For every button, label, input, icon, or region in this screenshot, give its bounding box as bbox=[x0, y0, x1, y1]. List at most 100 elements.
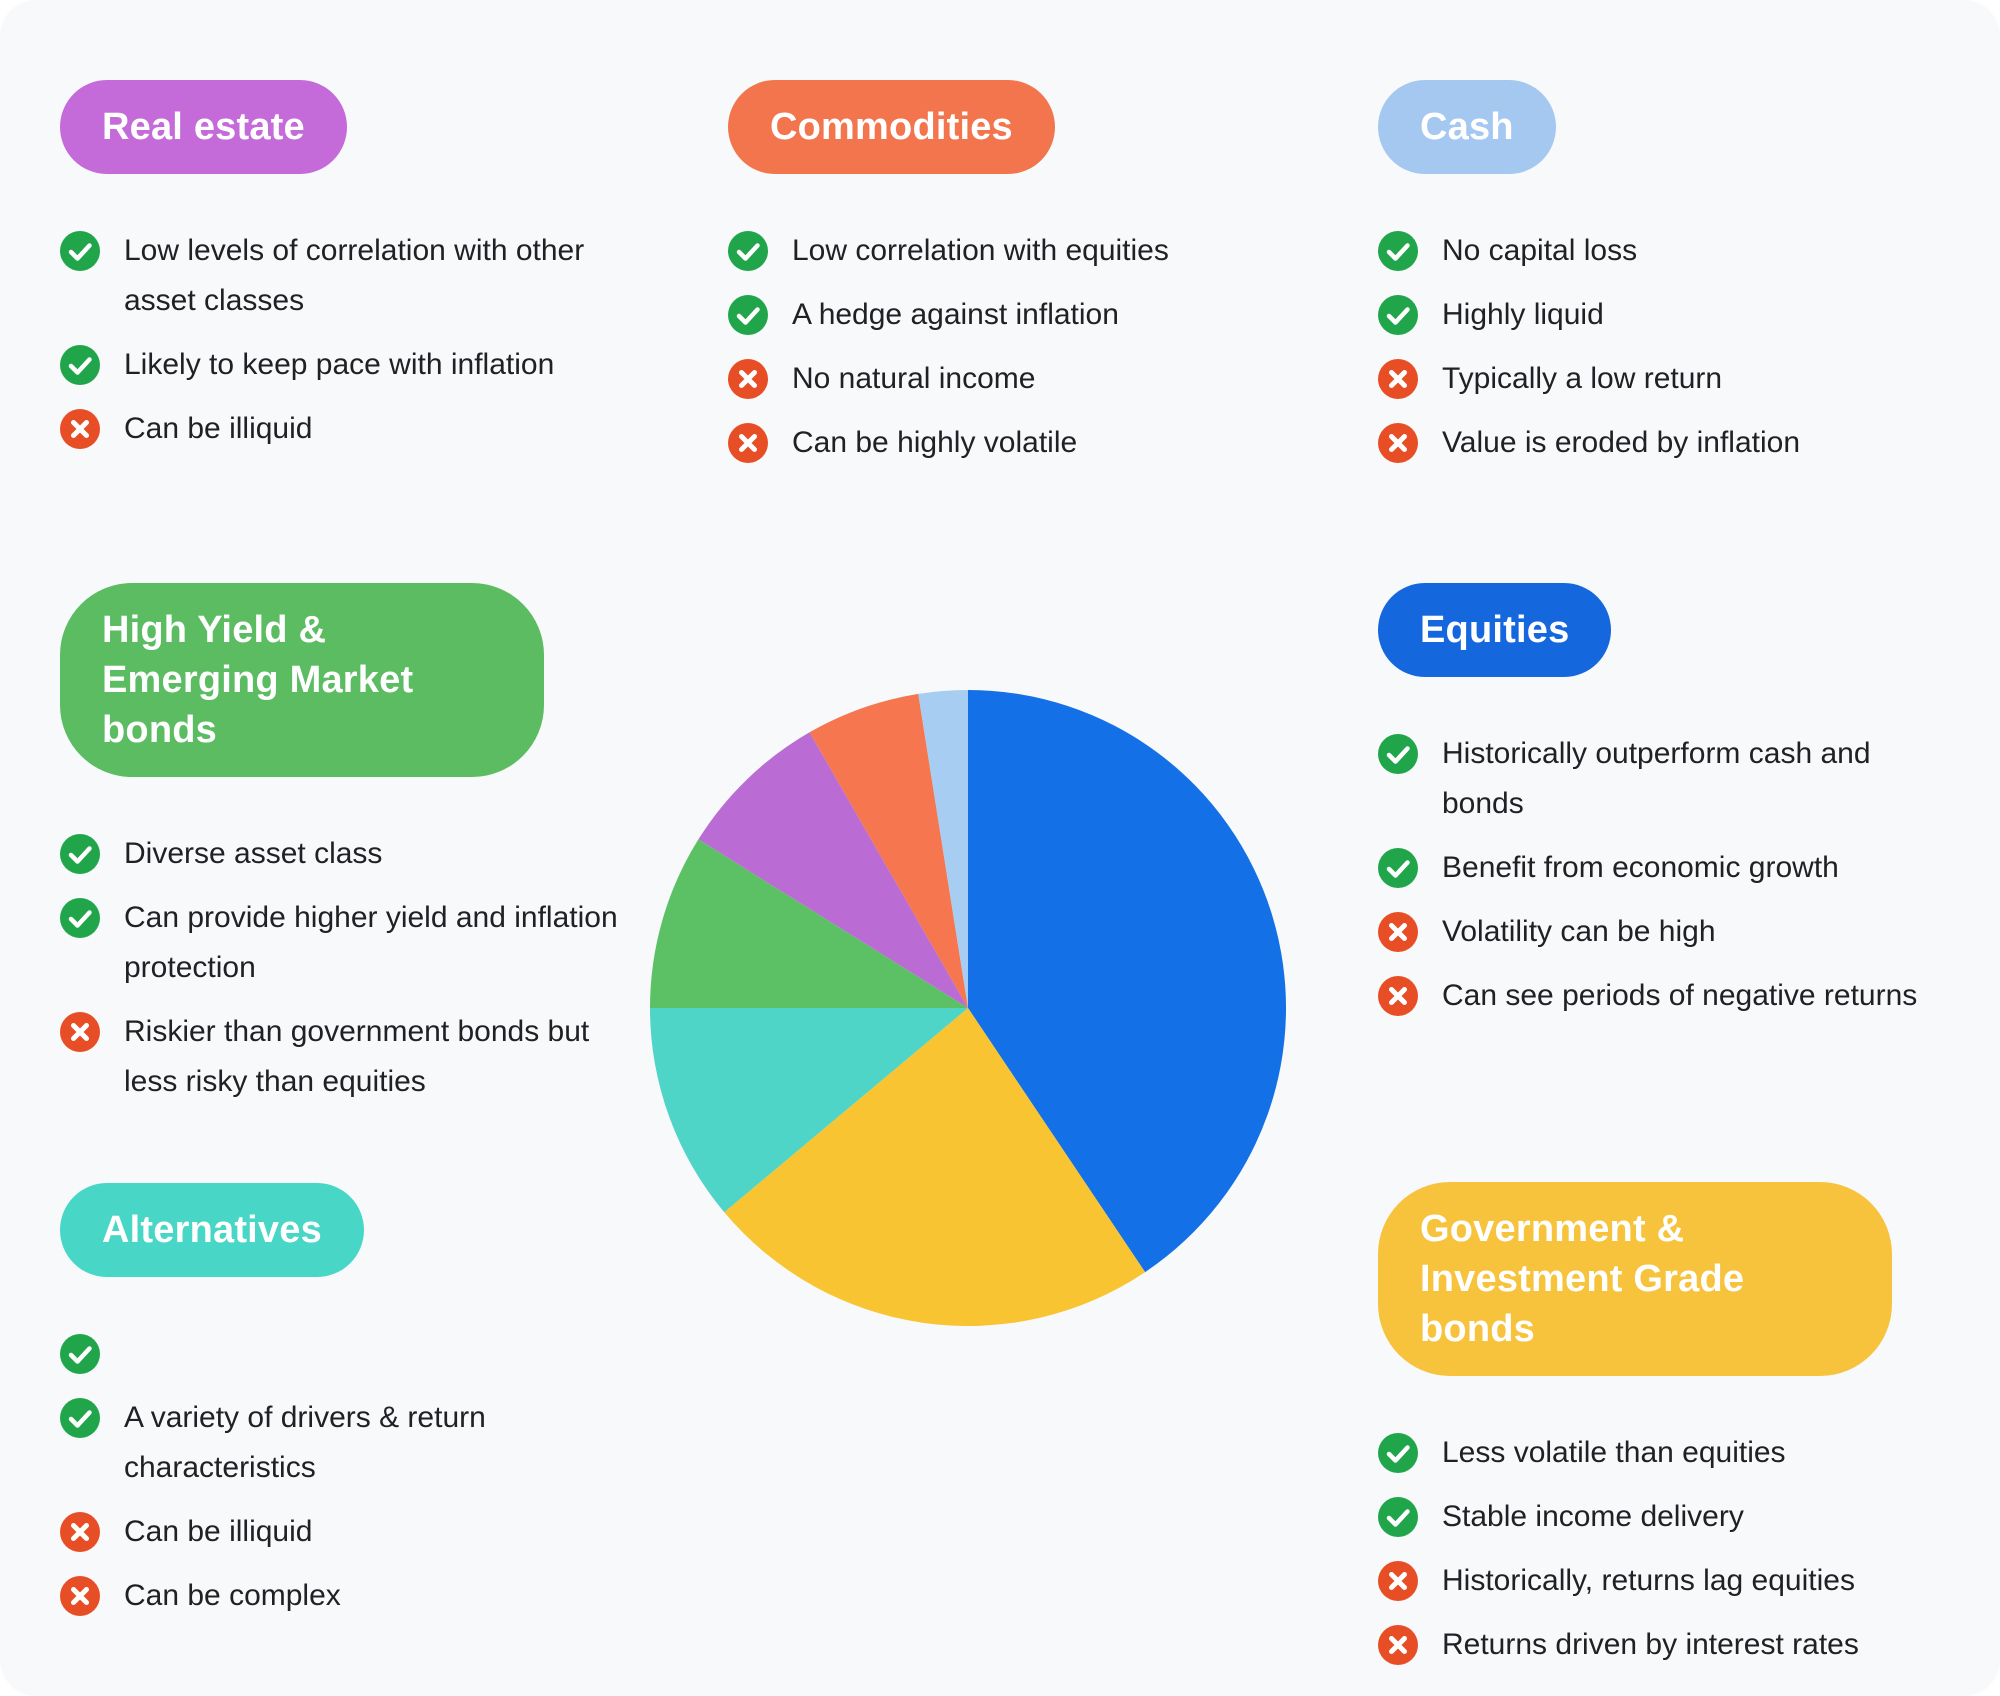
cross-icon bbox=[728, 359, 768, 399]
pie-slice-commodities bbox=[809, 693, 968, 1008]
list-item-text: No capital loss bbox=[1442, 234, 1638, 267]
list-item-text: Historically outperform cash and bonds bbox=[1442, 737, 1871, 820]
badge-gov-ig-bonds: Government & Investment Grade bonds bbox=[1378, 1182, 1892, 1376]
list-item-text: No natural income bbox=[792, 362, 1036, 395]
pie-slice-alternatives bbox=[650, 1008, 968, 1213]
list-gov-ig-bonds: Less volatile than equities Stable incom… bbox=[1378, 1428, 1942, 1670]
section-equities: Equities Historically outperform cash an… bbox=[1378, 583, 1942, 1035]
list-item-text: Low correlation with equities bbox=[792, 234, 1169, 267]
list-item: Can see periods of negative returns bbox=[1378, 971, 1942, 1021]
cross-icon bbox=[60, 409, 100, 449]
check-icon bbox=[1378, 734, 1418, 774]
list-item-text: Can be illiquid bbox=[124, 1515, 313, 1548]
list-item: Stable income delivery bbox=[1378, 1492, 1942, 1542]
list-item: Can be highly volatile bbox=[728, 418, 1248, 468]
list-item: Volatility can be high bbox=[1378, 907, 1942, 957]
list-item-text: Can see periods of negative returns bbox=[1442, 979, 1918, 1012]
check-icon bbox=[60, 231, 100, 271]
list-item: Likely to keep pace with inflation bbox=[60, 340, 624, 390]
list-item-text: Can be highly volatile bbox=[792, 426, 1078, 459]
section-high-yield-em-bonds: High Yield & Emerging Market bonds Diver… bbox=[60, 583, 624, 1121]
pie-chart bbox=[650, 690, 1287, 1327]
list-item: Benefit from economic growth bbox=[1378, 843, 1942, 893]
pie-slice-real-estate bbox=[698, 732, 968, 1008]
check-icon bbox=[1378, 848, 1418, 888]
list-item-text: Diverse asset class bbox=[124, 837, 383, 870]
list-item: Highly liquid bbox=[1378, 290, 1942, 340]
cross-icon bbox=[1378, 912, 1418, 952]
list-item-text: Volatility can be high bbox=[1442, 915, 1716, 948]
list-item: Diverse asset class bbox=[60, 829, 624, 879]
list-item: Riskier than government bonds but less r… bbox=[60, 1007, 624, 1107]
list-item: Can provide higher yield and inflation p… bbox=[60, 893, 624, 993]
list-real-estate: Low levels of correlation with other ass… bbox=[60, 226, 624, 454]
check-icon bbox=[60, 1334, 100, 1374]
section-commodities: Commodities Low correlation with equitie… bbox=[728, 80, 1248, 482]
check-icon bbox=[1378, 1497, 1418, 1537]
cross-icon bbox=[60, 1576, 100, 1616]
list-equities: Historically outperform cash and bonds B… bbox=[1378, 729, 1942, 1021]
badge-cash: Cash bbox=[1378, 80, 1556, 174]
list-item: Can be illiquid bbox=[60, 404, 624, 454]
list-high-yield-em-bonds: Diverse asset class Can provide higher y… bbox=[60, 829, 624, 1107]
list-item-text: Can provide higher yield and inflation p… bbox=[124, 901, 618, 984]
list-item-text: A variety of drivers & return characteri… bbox=[124, 1401, 486, 1484]
list-item: A hedge against inflation bbox=[728, 290, 1248, 340]
list-item: Value is eroded by inflation bbox=[1378, 418, 1942, 468]
list-item: Can be complex bbox=[60, 1571, 624, 1621]
section-gov-ig-bonds: Government & Investment Grade bonds Less… bbox=[1378, 1182, 1942, 1684]
check-icon bbox=[60, 1398, 100, 1438]
cross-icon bbox=[1378, 1561, 1418, 1601]
list-item-text: Benefit from economic growth bbox=[1442, 851, 1839, 884]
cross-icon bbox=[60, 1012, 100, 1052]
check-icon bbox=[60, 834, 100, 874]
section-alternatives: Alternatives A variety of drivers & retu… bbox=[60, 1183, 624, 1635]
check-icon bbox=[1378, 231, 1418, 271]
check-icon bbox=[1378, 1433, 1418, 1473]
list-item-text: Highly liquid bbox=[1442, 298, 1604, 331]
asset-allocation-pie-chart bbox=[650, 690, 1287, 1327]
list-item: Less volatile than equities bbox=[1378, 1428, 1942, 1478]
check-icon bbox=[60, 345, 100, 385]
list-item-text: Low levels of correlation with other ass… bbox=[124, 234, 585, 317]
list-item: No natural income bbox=[728, 354, 1248, 404]
badge-equities: Equities bbox=[1378, 583, 1612, 677]
list-item bbox=[60, 1329, 624, 1379]
list-item-text: Can be complex bbox=[124, 1579, 341, 1612]
cross-icon bbox=[728, 423, 768, 463]
list-item-text: A hedge against inflation bbox=[792, 298, 1119, 331]
section-real-estate: Real estate Low levels of correlation wi… bbox=[60, 80, 624, 468]
check-icon bbox=[728, 231, 768, 271]
list-item-text: Riskier than government bonds but less r… bbox=[124, 1015, 590, 1098]
badge-real-estate: Real estate bbox=[60, 80, 347, 174]
section-cash: Cash No capital loss Highly liquid Typic… bbox=[1378, 80, 1942, 482]
list-item: Can be illiquid bbox=[60, 1507, 624, 1557]
check-icon bbox=[1378, 295, 1418, 335]
pie-slice-equities bbox=[968, 690, 1287, 1273]
check-icon bbox=[60, 898, 100, 938]
list-item-text: Can be illiquid bbox=[124, 412, 313, 445]
list-commodities: Low correlation with equities A hedge ag… bbox=[728, 226, 1248, 468]
cross-icon bbox=[1378, 976, 1418, 1016]
list-item: No capital loss bbox=[1378, 226, 1942, 276]
list-item: Historically, returns lag equities bbox=[1378, 1556, 1942, 1606]
list-item: A variety of drivers & return characteri… bbox=[60, 1393, 624, 1493]
list-item: Typically a low return bbox=[1378, 354, 1942, 404]
list-item-text: Historically, returns lag equities bbox=[1442, 1564, 1855, 1597]
badge-commodities: Commodities bbox=[728, 80, 1055, 174]
cross-icon bbox=[1378, 359, 1418, 399]
pie-slice-high-yield-emerging-market-bonds bbox=[650, 839, 968, 1008]
list-item-text: Stable income delivery bbox=[1442, 1500, 1744, 1533]
list-item-text: Typically a low return bbox=[1442, 362, 1723, 395]
badge-high-yield-em-bonds: High Yield & Emerging Market bonds bbox=[60, 583, 544, 777]
badge-alternatives: Alternatives bbox=[60, 1183, 364, 1277]
list-item-text: Less volatile than equities bbox=[1442, 1436, 1786, 1469]
list-cash: No capital loss Highly liquid Typically … bbox=[1378, 226, 1942, 468]
cross-icon bbox=[1378, 1625, 1418, 1665]
list-alternatives: A variety of drivers & return characteri… bbox=[60, 1329, 624, 1621]
list-item: Returns driven by interest rates bbox=[1378, 1620, 1942, 1670]
list-item: Historically outperform cash and bonds bbox=[1378, 729, 1942, 829]
list-item-text: Returns driven by interest rates bbox=[1442, 1628, 1859, 1661]
list-item-text: Likely to keep pace with inflation bbox=[124, 348, 555, 381]
